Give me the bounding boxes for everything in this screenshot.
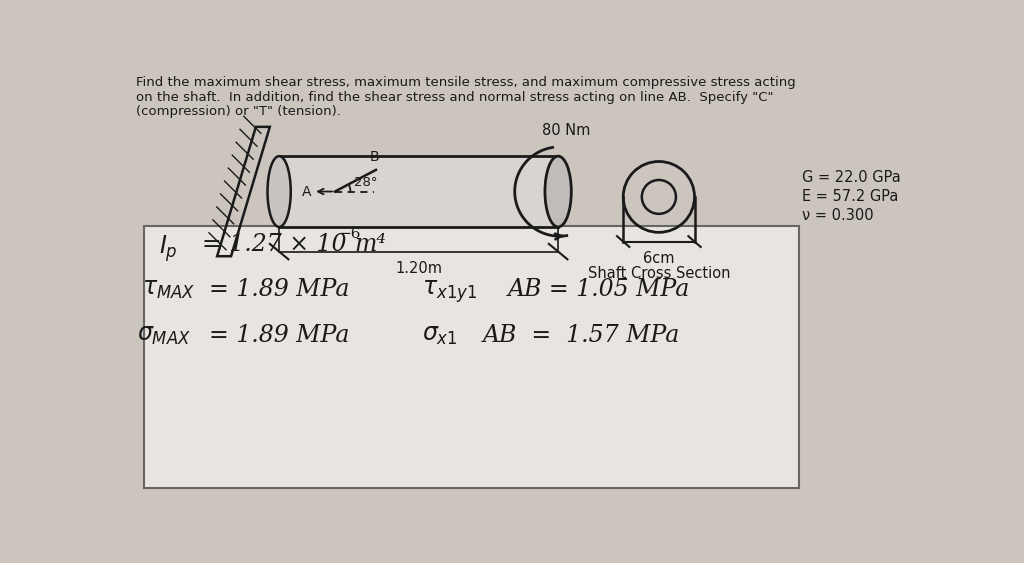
Text: 80 Nm: 80 Nm (542, 123, 590, 137)
Text: −6: −6 (339, 227, 361, 242)
Text: G = 22.0 GPa: G = 22.0 GPa (802, 170, 901, 185)
Text: Shaft Cross Section: Shaft Cross Section (588, 266, 730, 282)
Text: $\sigma_{MAX}$: $\sigma_{MAX}$ (137, 324, 191, 347)
Text: $I_p$: $I_p$ (159, 234, 178, 264)
Ellipse shape (545, 156, 571, 227)
Text: AB  =  1.57 MPa: AB = 1.57 MPa (483, 324, 680, 347)
Text: 28°: 28° (353, 176, 377, 189)
Text: B: B (370, 150, 379, 164)
Text: 6cm: 6cm (643, 251, 675, 266)
Text: A: A (302, 185, 311, 199)
Text: $\tau_{MAX}$: $\tau_{MAX}$ (142, 278, 196, 301)
Text: AB = 1.05 MPa: AB = 1.05 MPa (508, 278, 690, 301)
Text: m⁴: m⁴ (354, 234, 386, 257)
Text: = 1.27 × 10: = 1.27 × 10 (202, 234, 346, 257)
Text: E = 57.2 GPa: E = 57.2 GPa (802, 189, 899, 204)
Text: (compression) or "T" (tension).: (compression) or "T" (tension). (136, 105, 341, 118)
FancyBboxPatch shape (143, 226, 799, 488)
Text: Find the maximum shear stress, maximum tensile stress, and maximum compressive s: Find the maximum shear stress, maximum t… (136, 76, 796, 89)
Text: $\sigma_{x1}$: $\sigma_{x1}$ (423, 324, 458, 347)
Text: = 1.89 MPa: = 1.89 MPa (209, 278, 350, 301)
Polygon shape (280, 156, 558, 227)
Text: $\tau_{x1y1}$: $\tau_{x1y1}$ (423, 278, 477, 305)
Text: on the shaft.  In addition, find the shear stress and normal stress acting on li: on the shaft. In addition, find the shea… (136, 91, 773, 104)
Text: ν = 0.300: ν = 0.300 (802, 208, 873, 224)
Ellipse shape (267, 156, 291, 227)
Text: 1.20m: 1.20m (395, 261, 442, 276)
Text: = 1.89 MPa: = 1.89 MPa (209, 324, 350, 347)
